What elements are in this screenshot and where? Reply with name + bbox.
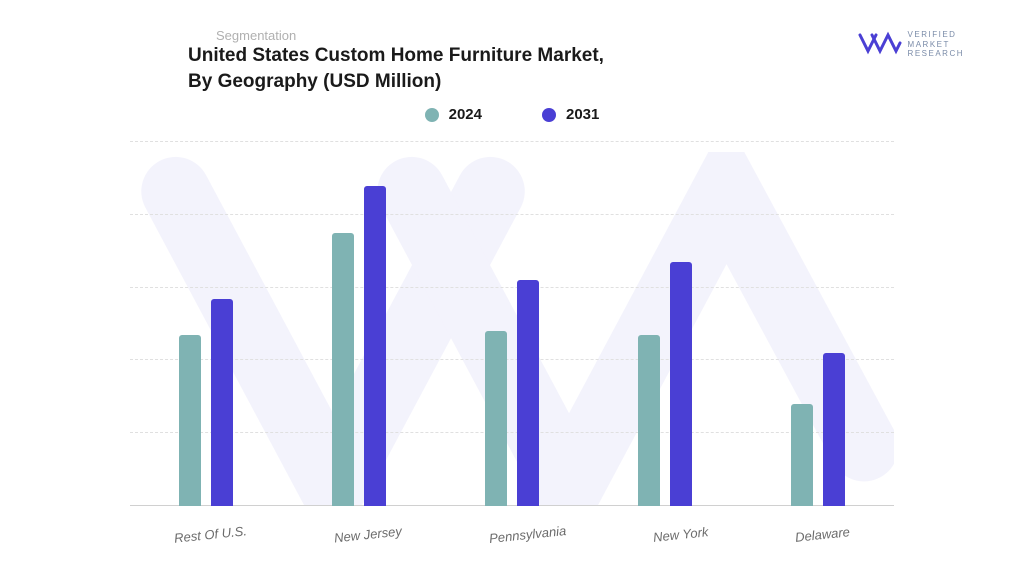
brand-logo: VERIFIED MARKET RESEARCH: [858, 30, 964, 59]
chart-title: United States Custom Home Furniture Mark…: [188, 43, 964, 94]
title-line-1: United States Custom Home Furniture Mark…: [188, 45, 604, 66]
x-axis-label: Rest Of U.S.: [173, 523, 247, 546]
legend-label-2024: 2024: [449, 106, 482, 123]
legend-item-2024: 2024: [425, 106, 482, 123]
title-line-2: By Geography (USD Million): [188, 71, 441, 92]
bar: [791, 404, 813, 506]
bar-group: [791, 142, 845, 506]
segmentation-label: Segmentation: [216, 28, 964, 43]
x-axis-label: Pennsylvania: [488, 523, 566, 546]
bar-group: [638, 142, 692, 506]
logo-line-1: VERIFIED: [908, 30, 964, 40]
bar: [332, 233, 354, 506]
bar: [638, 335, 660, 506]
bar-group: [485, 142, 539, 506]
chart-legend: 2024 2031: [0, 106, 1024, 123]
logo-text: VERIFIED MARKET RESEARCH: [908, 30, 964, 59]
x-axis-label: Delaware: [795, 524, 851, 545]
logo-mark-icon: [858, 31, 902, 57]
bar: [670, 262, 692, 506]
x-axis-labels: Rest Of U.S.New JerseyPennsylvaniaNew Yo…: [130, 527, 894, 542]
legend-label-2031: 2031: [566, 106, 599, 123]
bar: [211, 299, 233, 506]
bar-group: [332, 142, 386, 506]
legend-item-2031: 2031: [542, 106, 599, 123]
chart-header: Segmentation United States Custom Home F…: [188, 28, 964, 94]
bar: [364, 186, 386, 506]
chart-plot-area: [130, 142, 894, 506]
bar-group: [179, 142, 233, 506]
bar: [517, 280, 539, 506]
legend-dot-2024: [425, 108, 439, 122]
legend-dot-2031: [542, 108, 556, 122]
bar: [485, 331, 507, 506]
bar: [179, 335, 201, 506]
logo-line-2: MARKET: [908, 40, 964, 50]
bars-container: [130, 142, 894, 506]
x-axis-label: New York: [652, 524, 709, 545]
bar: [823, 353, 845, 506]
x-axis-label: New Jersey: [333, 523, 402, 545]
logo-line-3: RESEARCH: [908, 49, 964, 59]
